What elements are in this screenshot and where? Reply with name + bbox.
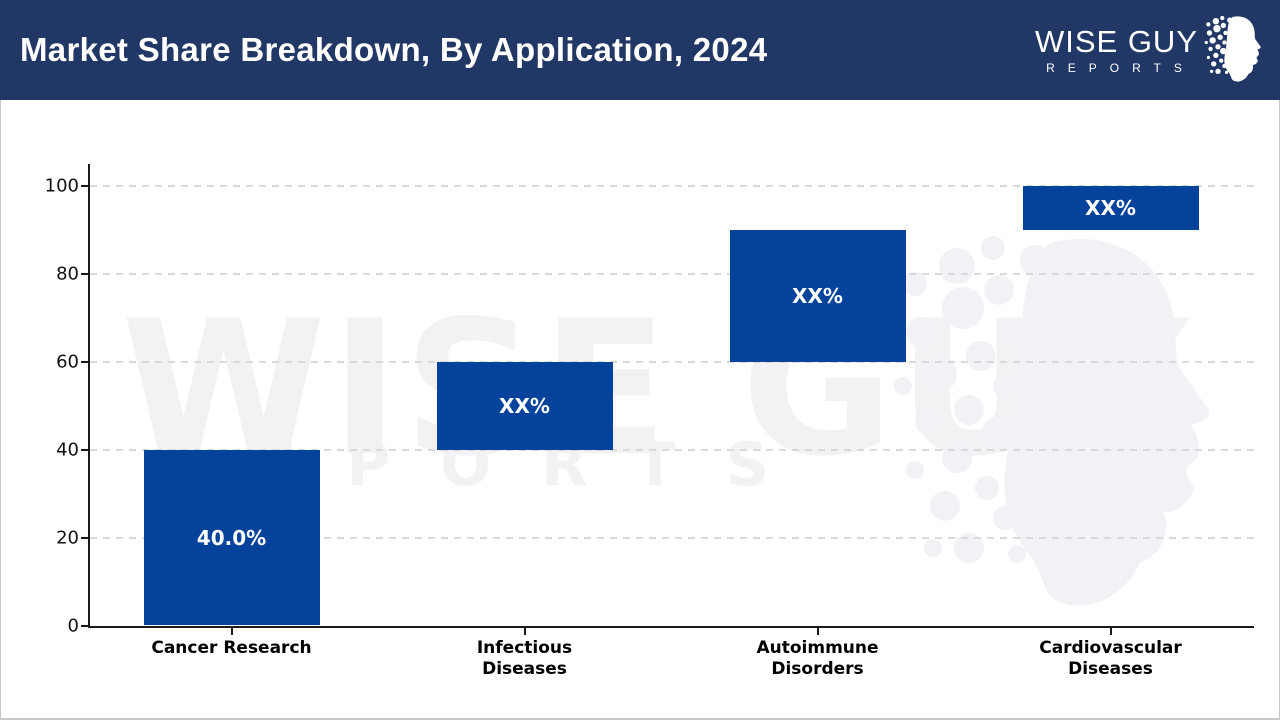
bar-value-label: 40.0% [196,525,267,550]
category-label: Cancer Research [122,638,342,659]
page-title: Market Share Breakdown, By Application, … [20,31,768,68]
bar-value-label: XX% [1085,195,1136,220]
gridline-40 [90,448,1257,451]
x-axis [88,626,1254,628]
category-label-line: Cardiovascular [1039,638,1182,658]
x-axis-tick-2 [816,628,819,635]
category-label: Autoimmune Disorders [708,638,928,681]
y-tick-label: 80 [56,263,79,285]
x-axis-tick-3 [1109,628,1112,635]
y-axis-tick-60 [81,360,88,363]
bar-autoimmune-disorders: XX% [729,229,906,362]
y-tick-label: 60 [56,351,79,373]
category-label-line: Diseases [1068,659,1153,680]
y-axis [88,164,90,628]
watermark-face-icon [894,236,1210,606]
y-tick-label: 40 [56,439,79,461]
x-axis-tick-0 [230,628,233,635]
category-label: Cardiovascular Diseases [1001,638,1221,681]
y-axis-tick-40 [81,448,88,451]
logo-text: WISE GUY REPORTS [1034,24,1198,75]
category-label: Infectious Diseases [415,638,635,681]
gridline-60 [90,360,1257,363]
bar-infectious-diseases: XX% [436,361,613,450]
bar-cancer-research: 40.0% [143,449,320,626]
category-label-line: Autoimmune [756,638,879,658]
bar-cardiovascular-diseases: XX% [1022,186,1199,230]
category-label-line: Diseases [482,659,567,680]
y-axis-tick-80 [81,272,88,275]
wise-guy-logo: WISE GUY REPORTS [1035,6,1266,94]
category-label-line: Infectious [476,638,573,658]
y-axis-tick-100 [81,185,88,187]
category-label-line: Disorders [771,659,864,680]
gridline-100 [90,185,1257,187]
y-tick-label: 20 [56,527,79,549]
logo-wordmark: WISE GUY [1034,24,1198,60]
x-axis-tick-1 [523,628,526,635]
gridline-80 [90,272,1257,275]
y-tick-label: 100 [44,175,79,197]
y-tick-label: 0 [67,615,79,636]
chart-area: WISE GUY REPORTS 0 20 40 60 80 100 40.0% Cancer… [0,100,1280,720]
gridline-20 [90,536,1257,539]
header-bar: Market Share Breakdown, By Application, … [0,0,1280,100]
y-axis-tick-20 [81,536,88,539]
bar-value-label: XX% [792,283,843,308]
face-profile-icon [1204,15,1261,82]
logo-subtitle: REPORTS [1046,60,1195,75]
y-axis-tick-0 [81,624,88,627]
bar-value-label: XX% [499,393,550,418]
category-label-line: Cancer Research [151,638,312,658]
